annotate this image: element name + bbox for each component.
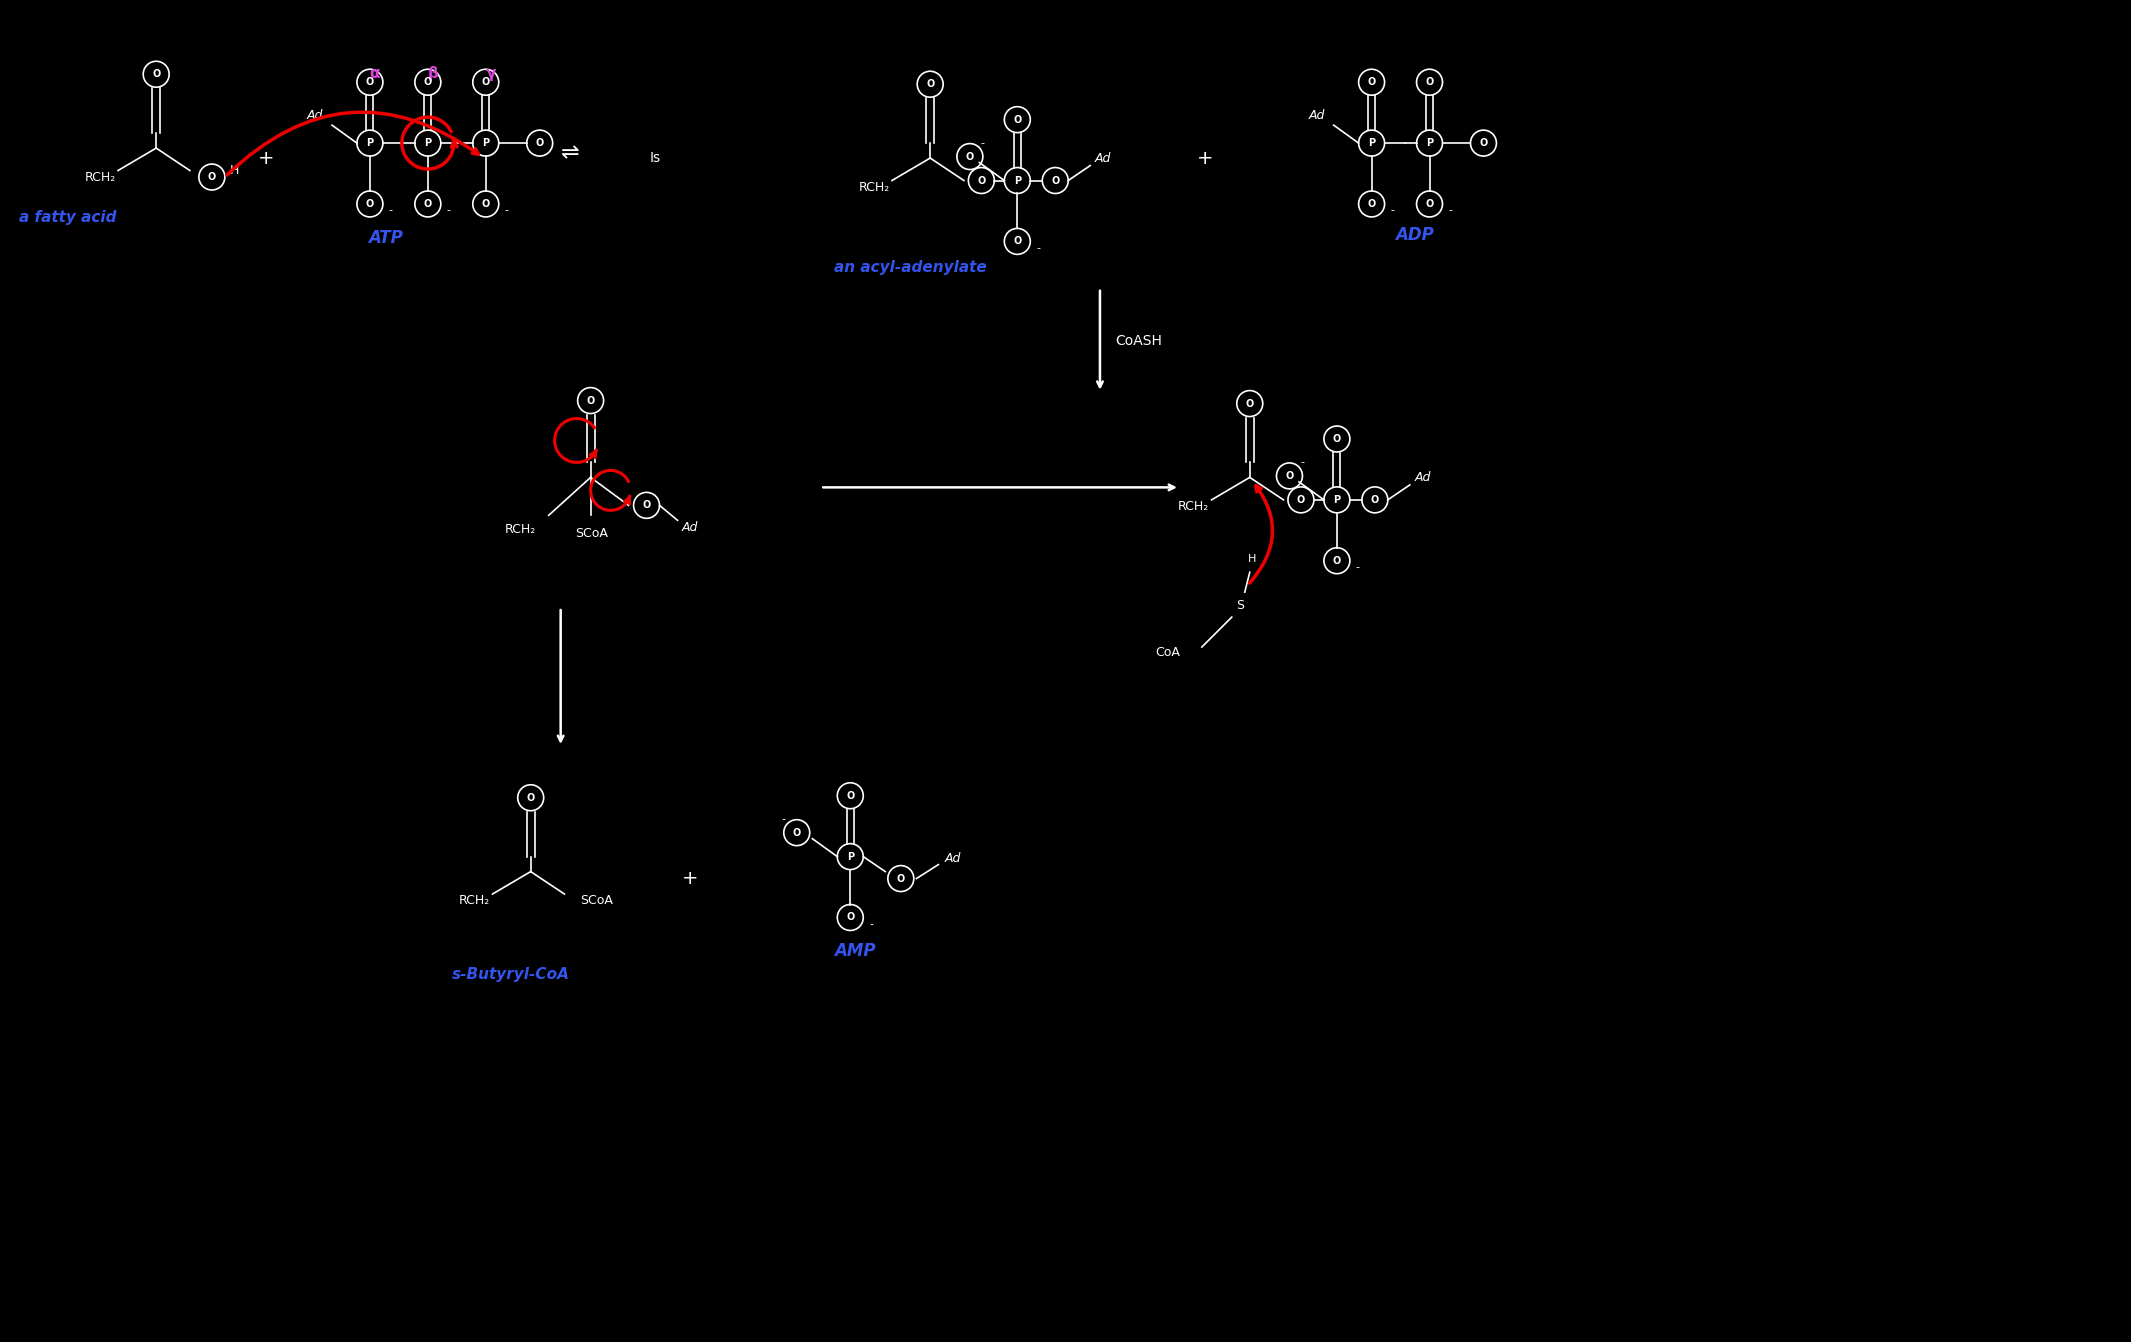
Text: -: -: [1392, 205, 1394, 216]
Text: O: O: [793, 828, 801, 837]
Text: P: P: [1426, 138, 1432, 148]
Text: O: O: [927, 79, 933, 89]
Text: -: -: [869, 919, 874, 929]
Text: O: O: [526, 793, 535, 803]
Text: Ad: Ad: [946, 852, 961, 866]
Text: O: O: [1285, 471, 1294, 480]
Text: O: O: [1426, 78, 1434, 87]
Text: Is: Is: [650, 152, 661, 165]
Text: O: O: [1298, 495, 1304, 505]
Text: RCH₂: RCH₂: [1178, 501, 1208, 513]
Text: S: S: [1236, 599, 1245, 612]
Text: CoA: CoA: [1155, 646, 1181, 659]
Text: +: +: [682, 870, 699, 888]
Text: ATP: ATP: [369, 229, 403, 247]
Text: RCH₂: RCH₂: [505, 523, 537, 535]
Text: O: O: [535, 138, 543, 148]
Text: O: O: [207, 172, 215, 183]
Text: RCH₂: RCH₂: [859, 181, 889, 193]
Text: O: O: [978, 176, 985, 185]
Text: O: O: [424, 199, 433, 209]
Text: O: O: [965, 152, 974, 161]
Text: O: O: [1368, 78, 1377, 87]
Text: P: P: [1334, 495, 1340, 505]
Text: SCoA: SCoA: [575, 527, 607, 539]
Text: -: -: [388, 205, 392, 216]
Text: β: β: [428, 66, 439, 82]
Text: +: +: [1198, 149, 1213, 168]
Text: O: O: [1368, 199, 1377, 209]
Text: an acyl-adenylate: an acyl-adenylate: [833, 260, 987, 275]
Text: γ: γ: [486, 66, 497, 82]
Text: -: -: [505, 205, 509, 216]
Text: O: O: [424, 78, 433, 87]
Text: O: O: [367, 78, 375, 87]
Text: α: α: [369, 66, 379, 82]
Text: Ad: Ad: [307, 109, 324, 122]
Text: RCH₂: RCH₂: [458, 894, 490, 907]
Text: P: P: [424, 138, 430, 148]
Text: O: O: [367, 199, 375, 209]
Text: AMP: AMP: [835, 942, 876, 961]
Text: -: -: [980, 138, 985, 148]
Text: O: O: [1426, 199, 1434, 209]
Text: s-Butyryl-CoA: s-Butyryl-CoA: [452, 966, 569, 982]
Text: a fatty acid: a fatty acid: [19, 211, 117, 225]
Text: -: -: [782, 813, 786, 824]
Text: Ad: Ad: [682, 521, 697, 534]
Text: O: O: [586, 396, 595, 405]
Text: P: P: [482, 138, 490, 148]
Text: ADP: ADP: [1396, 225, 1434, 244]
Text: P: P: [1368, 138, 1374, 148]
Text: O: O: [1247, 399, 1253, 408]
Text: O: O: [1370, 495, 1379, 505]
Text: O: O: [1332, 556, 1340, 566]
Text: -: -: [1449, 205, 1453, 216]
Text: -: -: [1300, 456, 1304, 467]
Text: O: O: [1479, 138, 1487, 148]
Text: Ad: Ad: [1415, 471, 1432, 484]
Text: +: +: [258, 149, 275, 168]
Text: O: O: [641, 501, 650, 510]
Text: -: -: [1036, 243, 1040, 252]
Text: H: H: [230, 164, 239, 177]
Text: O: O: [482, 199, 490, 209]
Text: ⇌: ⇌: [560, 144, 580, 164]
Text: -: -: [448, 205, 452, 216]
Text: CoASH: CoASH: [1115, 334, 1161, 348]
Text: O: O: [897, 874, 906, 883]
Text: O: O: [846, 913, 855, 922]
Text: SCoA: SCoA: [580, 894, 614, 907]
Text: O: O: [1051, 176, 1059, 185]
Text: O: O: [482, 78, 490, 87]
Text: P: P: [1014, 176, 1021, 185]
Text: O: O: [151, 70, 160, 79]
Text: RCH₂: RCH₂: [85, 170, 115, 184]
Text: H: H: [1247, 554, 1255, 564]
Text: O: O: [1012, 114, 1021, 125]
Text: O: O: [846, 790, 855, 801]
Text: O: O: [1012, 236, 1021, 247]
Text: O: O: [1332, 433, 1340, 444]
Text: P: P: [367, 138, 373, 148]
Text: P: P: [846, 852, 855, 862]
Text: -: -: [1355, 562, 1360, 572]
Text: Ad: Ad: [1308, 109, 1325, 122]
Text: Ad: Ad: [1095, 152, 1112, 165]
